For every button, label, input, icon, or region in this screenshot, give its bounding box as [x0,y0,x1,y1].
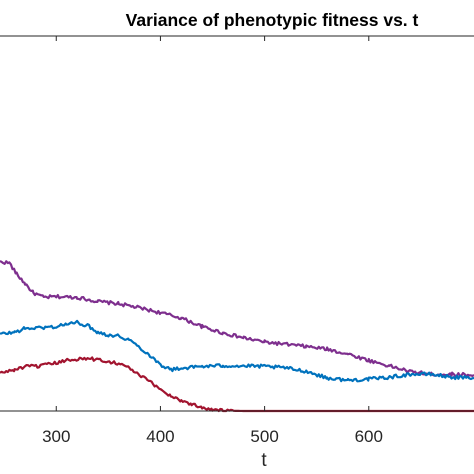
plot-background [0,36,474,411]
series-line-2 [0,319,474,383]
series-line-1 [0,260,474,378]
x-tick-label: 400 [146,427,174,446]
x-ticks: 300 400 500 600 [42,36,383,446]
x-tick-label: 600 [355,427,383,446]
x-tick-label: 500 [250,427,278,446]
x-tick-label: 300 [42,427,70,446]
x-axis-label: t [261,450,267,471]
chart-title: Variance of phenotypic fitness vs. t [126,10,419,30]
